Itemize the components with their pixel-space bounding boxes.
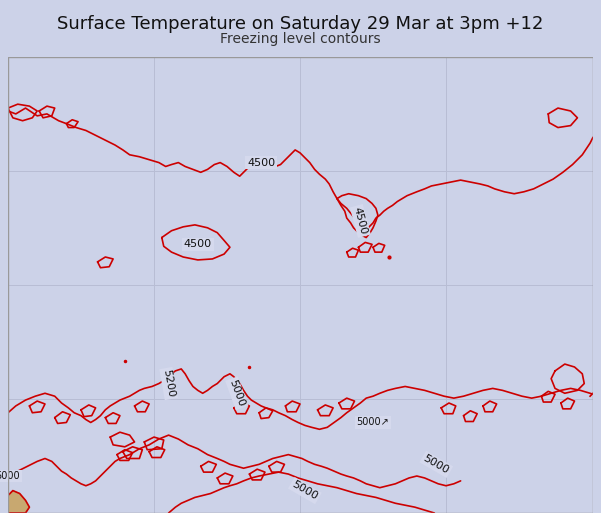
Text: 4500: 4500 xyxy=(352,206,369,236)
Text: Surface Temperature on Saturday 29 Mar at 3pm +12: Surface Temperature on Saturday 29 Mar a… xyxy=(57,15,544,33)
Text: 5000: 5000 xyxy=(290,479,320,502)
Text: 5000: 5000 xyxy=(0,471,20,481)
Text: 4500: 4500 xyxy=(247,157,275,168)
Text: 4500: 4500 xyxy=(184,240,212,249)
Polygon shape xyxy=(8,490,29,513)
Text: 5000: 5000 xyxy=(227,379,246,408)
Text: Freezing level contours: Freezing level contours xyxy=(220,32,381,46)
Text: 5200: 5200 xyxy=(161,369,176,398)
Text: 5000↗: 5000↗ xyxy=(356,418,389,427)
Text: 5000: 5000 xyxy=(422,453,451,476)
